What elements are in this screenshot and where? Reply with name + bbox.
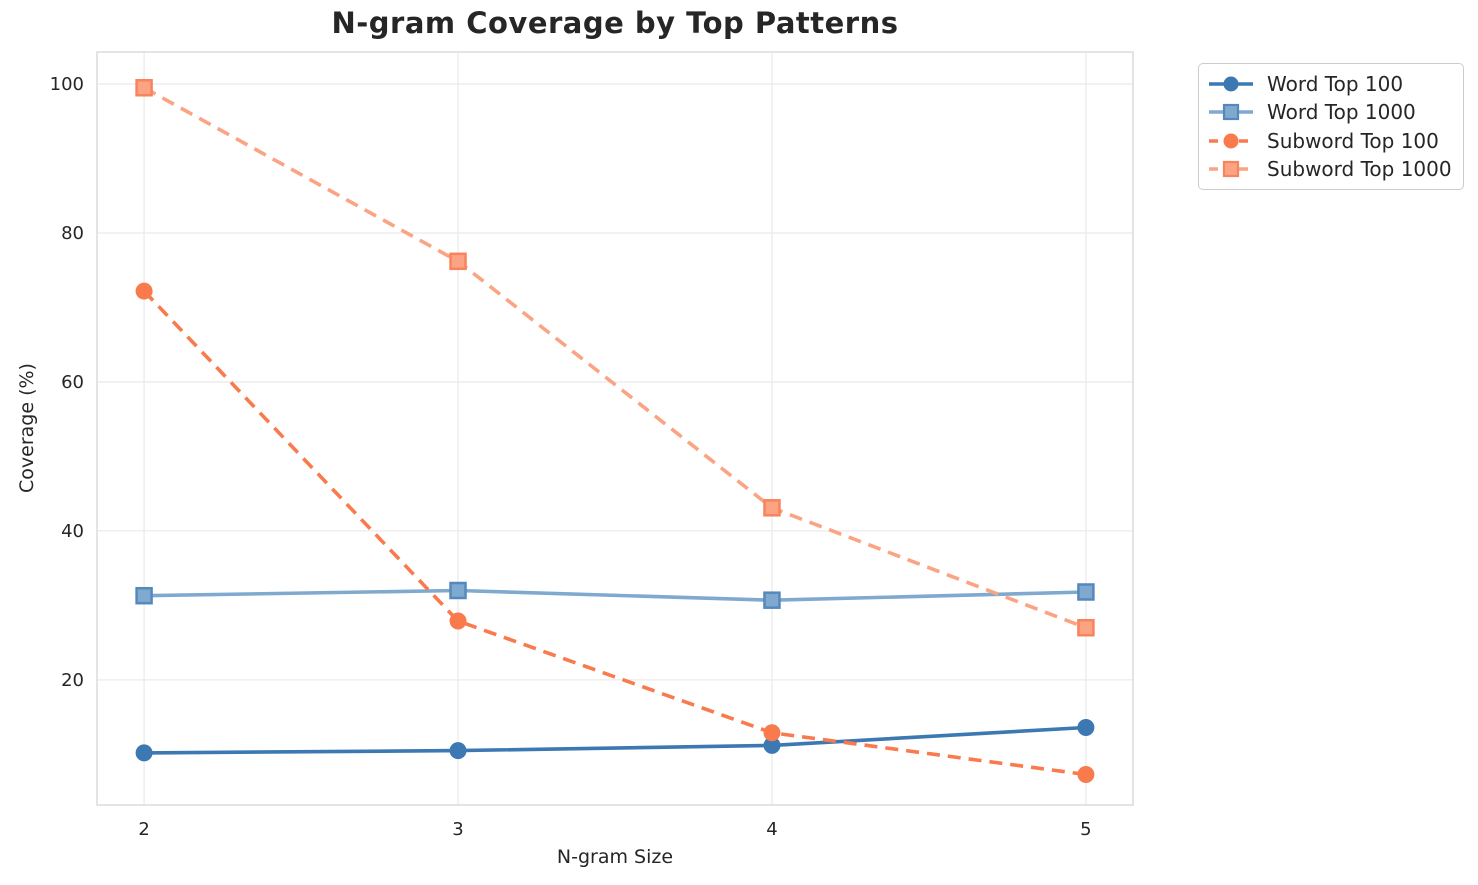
series-line-subword-top-1000	[143, 86, 1087, 630]
y-tick-label: 100	[50, 74, 84, 95]
legend-marker	[1223, 133, 1239, 149]
legend-item-subword-top-100: Subword Top 100	[1207, 127, 1453, 155]
x-tick-label: 3	[452, 819, 463, 840]
marker-subword-top-100	[763, 724, 781, 742]
legend-marker	[1222, 160, 1240, 177]
legend-swatch-square-icon	[1209, 160, 1253, 177]
marker-word-top-100	[135, 744, 153, 762]
series-line-word-top-1000	[144, 588, 1086, 603]
marker-subword-top-1000	[135, 79, 153, 97]
legend-marker	[1223, 76, 1239, 92]
marker-word-top-1000	[135, 586, 153, 605]
y-tick-label: 40	[61, 521, 84, 542]
legend-swatch-square-icon	[1209, 104, 1253, 121]
marker-subword-top-1000	[1077, 618, 1095, 637]
marker-subword-top-1000	[449, 252, 467, 271]
marker-word-top-100	[449, 742, 467, 760]
marker-subword-top-100	[1077, 765, 1095, 783]
marker-subword-top-100	[135, 282, 153, 300]
legend-label: Word Top 1000	[1267, 100, 1416, 125]
legend-swatch-circle-icon	[1209, 133, 1253, 149]
y-tick-label: 20	[61, 670, 84, 691]
plot-border	[96, 51, 1134, 806]
x-tick-label: 5	[1080, 819, 1091, 840]
chart-title: N-gram Coverage by Top Patterns	[331, 6, 899, 40]
marker-subword-top-100	[449, 612, 467, 630]
marker-word-top-1000	[763, 591, 781, 609]
y-axis-label: Coverage (%)	[16, 363, 38, 493]
legend-item-word-top-1000: Word Top 1000	[1207, 98, 1453, 126]
marker-word-top-1000	[1077, 583, 1095, 601]
marker-word-top-1000	[449, 581, 467, 600]
x-axis-label: N-gram Size	[556, 846, 674, 868]
marker-word-top-100	[1077, 719, 1095, 737]
y-tick-label: 60	[61, 372, 84, 393]
marker-subword-top-1000	[763, 499, 781, 517]
x-tick-label: 4	[766, 819, 777, 840]
series-line-word-top-100	[144, 725, 1087, 755]
series-line-subword-top-100	[142, 289, 1087, 777]
x-tick-label: 2	[138, 819, 149, 840]
legend-label: Word Top 100	[1267, 72, 1404, 97]
legend: Word Top 100 Word Top 1000 Subword Top 100…	[1198, 63, 1464, 190]
legend-swatch-circle-icon	[1209, 76, 1253, 92]
legend-label: Subword Top 1000	[1267, 156, 1452, 181]
y-tick-label: 80	[61, 223, 84, 244]
legend-marker	[1222, 104, 1240, 121]
legend-item-subword-top-1000: Subword Top 1000	[1207, 155, 1453, 183]
marker-word-top-100	[763, 736, 781, 754]
legend-item-word-top-100: Word Top 100	[1207, 70, 1453, 98]
legend-label: Subword Top 100	[1267, 128, 1439, 153]
